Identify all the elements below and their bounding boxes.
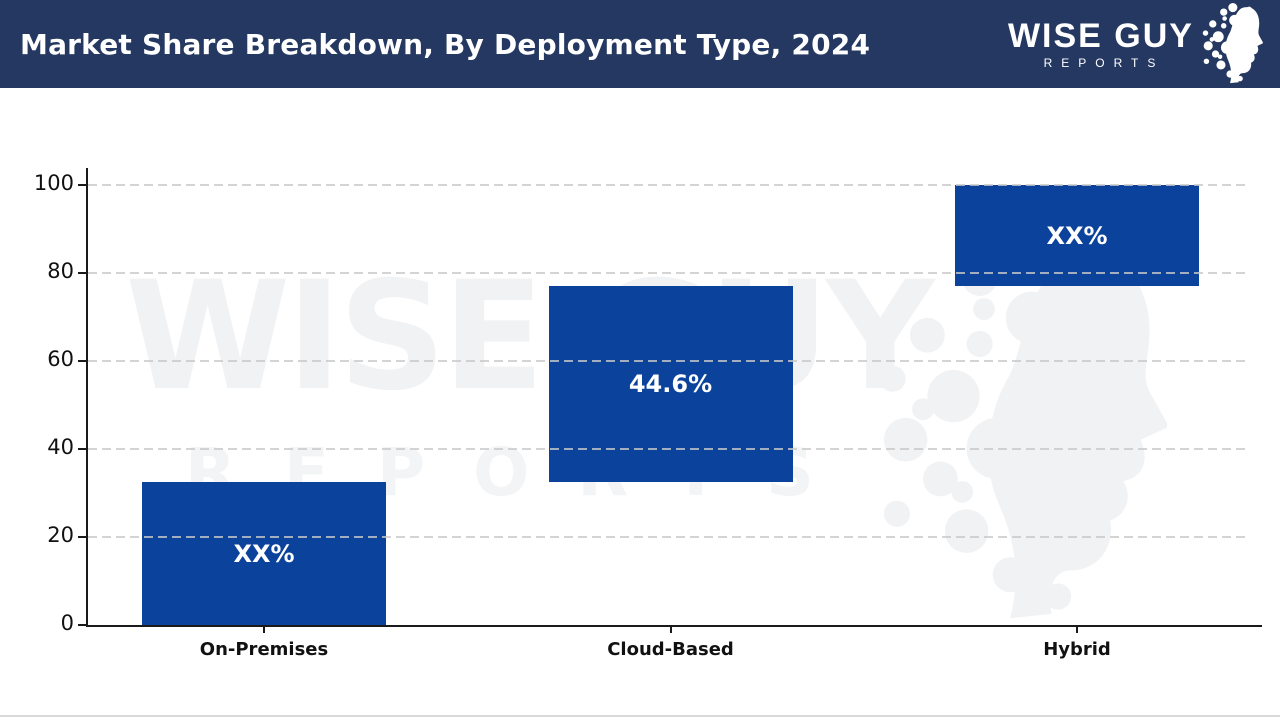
y-tick-mark-0: [78, 624, 86, 626]
y-tick-mark-60: [78, 360, 86, 362]
logo-head-icon: [1198, 3, 1264, 85]
y-tick-label-60: 60: [47, 347, 74, 371]
x-tick-mark-1: [263, 625, 265, 633]
gridline-40: [88, 448, 1251, 450]
bar-on-premises: XX%: [142, 482, 386, 625]
y-tick-mark-80: [78, 272, 86, 274]
gridline-60: [88, 360, 1251, 362]
header: Market Share Breakdown, By Deployment Ty…: [0, 0, 1280, 88]
y-tick-label-0: 0: [60, 611, 74, 635]
gridline-80: [88, 272, 1251, 274]
x-category-label-2: Cloud-Based: [607, 639, 734, 660]
y-tick-mark-100: [78, 184, 86, 186]
bar-value-label: 44.6%: [628, 370, 713, 399]
bar-hybrid: XX%: [955, 185, 1199, 287]
y-tick-mark-40: [78, 448, 86, 450]
logo-wordmark: WISE GUY: [1007, 16, 1194, 55]
gridline-100: [88, 184, 1251, 186]
y-axis-line: [86, 168, 88, 625]
brand-logo: WISE GUY REPORTS: [1008, 3, 1264, 85]
x-category-label-3: Hybrid: [1043, 639, 1111, 660]
y-tick-label-80: 80: [47, 259, 74, 283]
y-tick-mark-20: [78, 536, 86, 538]
gridline-20: [88, 536, 1251, 538]
y-tick-label-100: 100: [33, 171, 74, 195]
bar-value-label: XX%: [1046, 221, 1108, 250]
bar-cloud-based: 44.6%: [548, 286, 793, 483]
bar-value-label: XX%: [233, 539, 295, 568]
page-title: Market Share Breakdown, By Deployment Ty…: [20, 27, 871, 61]
bar-chart: 0 20 40 60 80 100 XX% On-Premises 44.6% Cloud-Bas…: [34, 166, 1262, 660]
logo-subtext: REPORTS: [1043, 55, 1165, 70]
x-axis-line: [86, 625, 1262, 627]
x-category-label-1: On-Premises: [199, 639, 329, 660]
x-tick-mark-2: [669, 625, 672, 633]
bottom-divider: [0, 715, 1280, 717]
y-tick-label-20: 20: [47, 523, 74, 547]
x-tick-mark-3: [1076, 625, 1078, 633]
brand-logo-text: WISE GUY REPORTS: [1008, 19, 1194, 70]
y-tick-label-40: 40: [47, 435, 74, 459]
